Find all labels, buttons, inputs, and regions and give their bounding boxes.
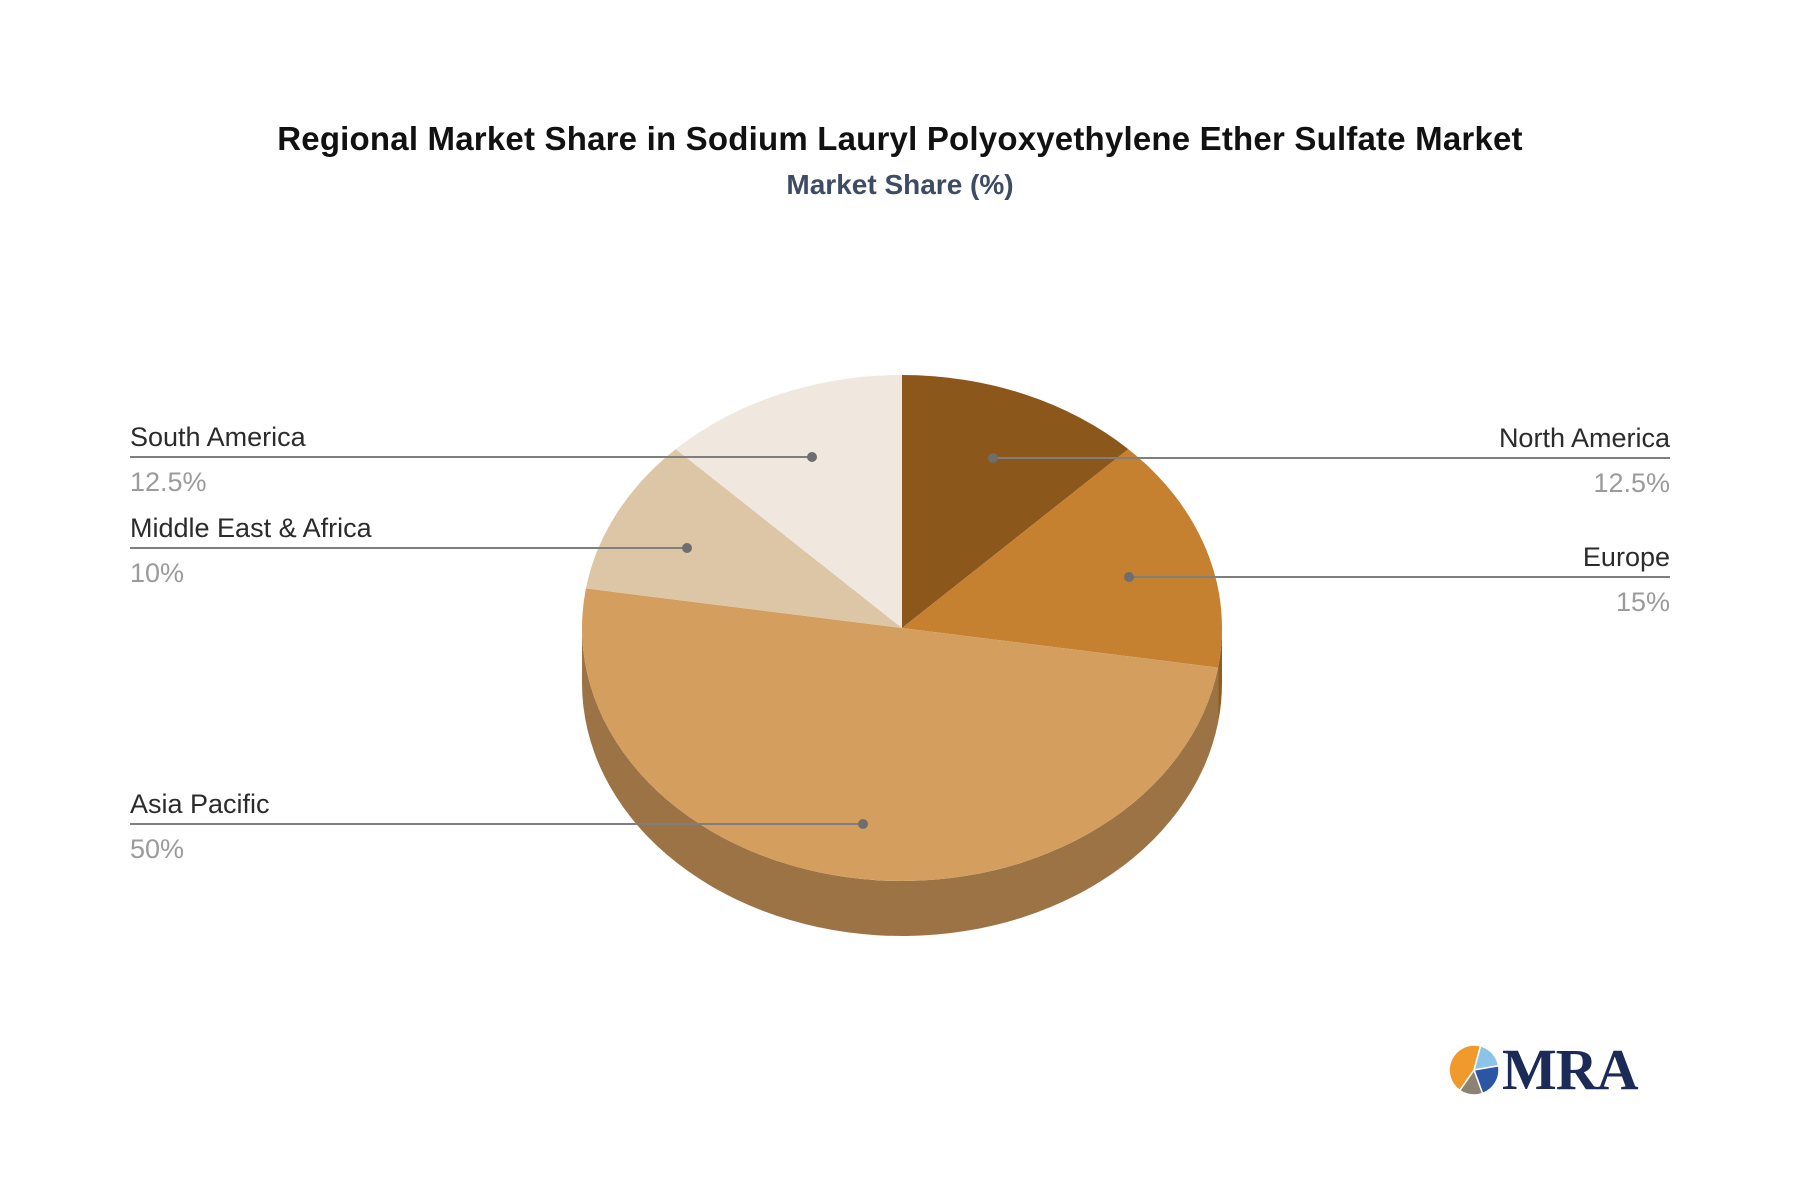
leader-dot bbox=[1124, 572, 1134, 582]
pie-slice bbox=[902, 375, 1129, 628]
slice-label: Middle East & Africa bbox=[130, 513, 372, 543]
callout-asia-pacific: Asia Pacific 50% bbox=[130, 787, 868, 866]
leader-line bbox=[1124, 572, 1670, 582]
slice-percent: 12.5% bbox=[1593, 468, 1670, 498]
leader-line bbox=[130, 819, 868, 829]
pie-slice bbox=[582, 588, 1219, 881]
leader-dot bbox=[682, 543, 692, 553]
slice-percent: 15% bbox=[1615, 587, 1670, 617]
pie-slice bbox=[585, 449, 902, 628]
slice-label: Europe bbox=[1582, 542, 1670, 572]
brand-logo: MRA bbox=[1448, 1037, 1639, 1102]
pie-slice bbox=[675, 375, 902, 628]
pie-slice bbox=[902, 449, 1222, 668]
logo-slice-orange bbox=[1448, 1044, 1482, 1092]
slice-percent: 10% bbox=[130, 558, 185, 588]
slice-label: Asia Pacific bbox=[130, 789, 270, 819]
slice-percent: 12.5% bbox=[130, 467, 207, 497]
slice-label: South America bbox=[130, 422, 306, 452]
pie-slice bbox=[1218, 628, 1222, 723]
callout-middle-east-africa: Middle East & Africa 10% bbox=[130, 511, 692, 590]
chart-title: Regional Market Share in Sodium Lauryl P… bbox=[277, 120, 1523, 157]
logo-pie-icon bbox=[1448, 1044, 1500, 1096]
callout-north-america: North America 12.5% bbox=[988, 421, 1670, 500]
leader-dot bbox=[988, 453, 998, 463]
leader-line bbox=[130, 452, 817, 462]
logo-text: MRA bbox=[1502, 1037, 1639, 1102]
leader-line bbox=[988, 453, 1670, 463]
leader-dot bbox=[858, 819, 868, 829]
callout-south-america: South America 12.5% bbox=[130, 420, 817, 499]
chart-subtitle: Market Share (%) bbox=[786, 169, 1014, 200]
leader-dot bbox=[807, 452, 817, 462]
slice-percent: 50% bbox=[130, 834, 185, 864]
leader-line bbox=[130, 543, 692, 553]
slice-label: North America bbox=[1498, 423, 1670, 453]
pie-slice bbox=[582, 628, 1219, 937]
callout-europe: Europe 15% bbox=[1124, 540, 1670, 619]
